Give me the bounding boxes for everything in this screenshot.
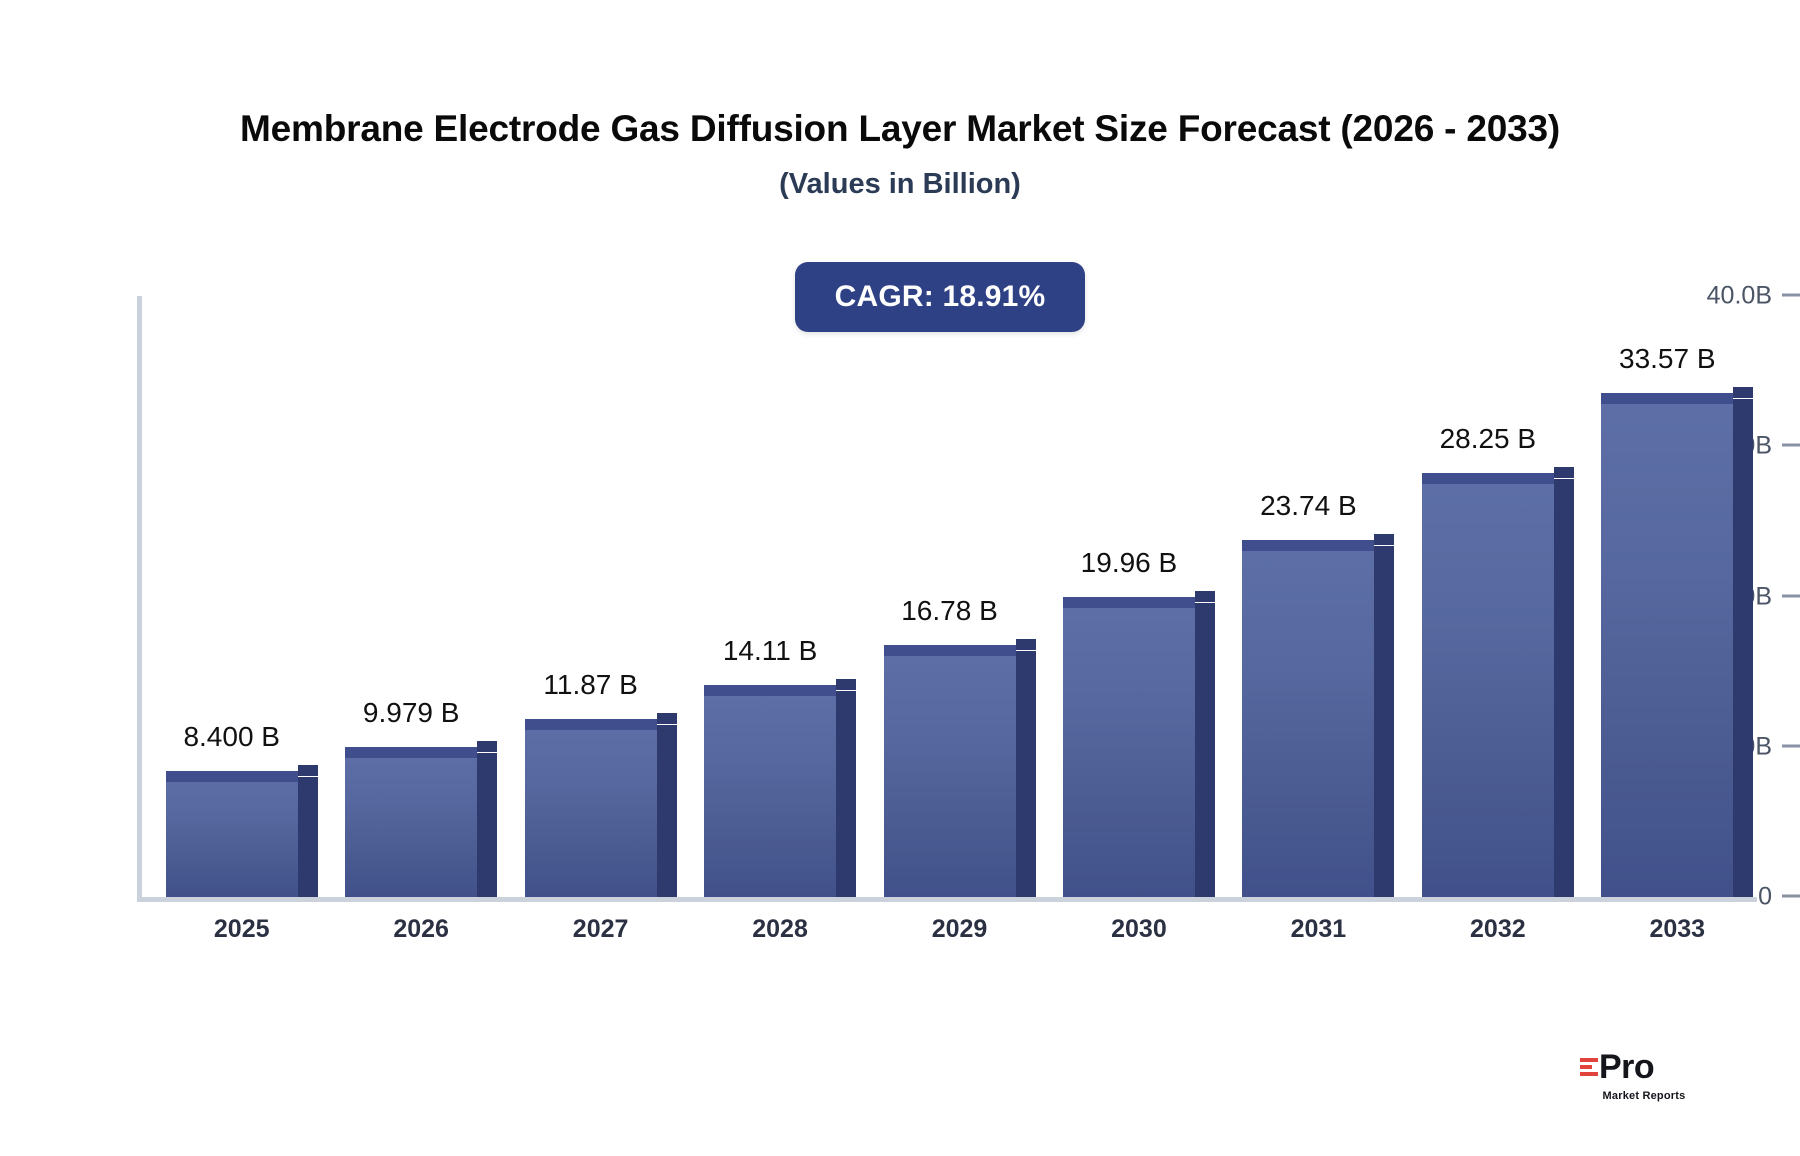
bar-top-cap: [1194, 591, 1215, 603]
bar-top-face: [1601, 392, 1734, 404]
x-axis-tick-label: 2031: [1290, 915, 1347, 943]
bar[interactable]: 33.57 B: [1601, 343, 1754, 897]
x-axis-tick-label: 2026: [393, 915, 449, 943]
bar-top-face: [165, 770, 298, 782]
bar-value-label: 14.11 B: [722, 635, 818, 666]
y-axis-line: [137, 296, 142, 902]
bar-top-face: [883, 644, 1016, 656]
bar-top-face: [524, 718, 657, 730]
bar-top-cap: [1015, 638, 1036, 650]
bar[interactable]: 14.11 B: [704, 635, 857, 897]
bar-top-face: [345, 747, 478, 759]
bar-front-face: [345, 747, 478, 897]
logo-subtext: Market Reports: [1602, 1090, 1686, 1102]
bar-value-label: 19.96 B: [1080, 547, 1178, 579]
bar-top-cap: [1374, 534, 1395, 546]
bar[interactable]: 11.87 B: [524, 669, 677, 897]
bar-value-label: 33.57 B: [1619, 342, 1716, 374]
bar-value-label: 11.87 B: [543, 668, 638, 700]
bar-side-face: [1553, 478, 1574, 897]
bar-value-label: 9.979 B: [362, 697, 460, 729]
logo-wordmark: Pro: [1599, 1048, 1655, 1086]
bar-front-face: [1062, 597, 1195, 897]
x-axis-tick-label: 2029: [931, 915, 988, 943]
bar-top-face: [1242, 540, 1375, 552]
bar[interactable]: 16.78 B: [883, 595, 1036, 897]
bar-value-label: 8.400 B: [183, 720, 280, 752]
logo-row: Pro: [1580, 1046, 1708, 1088]
bar-value-label: 23.74 B: [1260, 490, 1357, 522]
bar-front-face: [165, 770, 298, 897]
bar-top-face: [704, 685, 837, 696]
bar-front-face: [1421, 472, 1554, 897]
bar-front-face: [524, 718, 657, 897]
bar-side-face: [297, 776, 318, 897]
bar-front-face: [883, 644, 1016, 897]
bar-top-cap: [477, 741, 498, 753]
cagr-badge: CAGR: 18.91%: [795, 262, 1085, 332]
bar-top-face: [1421, 472, 1554, 484]
bars-mark-icon: [1580, 1058, 1598, 1076]
chart-subtitle: (Values in Billion): [779, 168, 1021, 200]
bar[interactable]: 19.96 B: [1062, 547, 1215, 897]
bar-top-face: [1062, 597, 1195, 609]
bar-top-cap: [1553, 466, 1574, 478]
x-axis-tick-label: 2028: [752, 915, 808, 943]
y-axis-tick-label: 0: [1665, 883, 1800, 912]
bar-side-face: [656, 724, 677, 897]
bar[interactable]: 9.979 B: [345, 697, 498, 897]
bar-side-face: [1194, 603, 1215, 897]
bar-side-face: [1733, 398, 1754, 897]
bar[interactable]: 23.74 B: [1242, 490, 1395, 897]
bar[interactable]: 8.400 B: [165, 721, 318, 897]
bar-top-cap: [656, 712, 677, 724]
bar-top-cap: [836, 679, 857, 690]
bar[interactable]: 28.25 B: [1421, 423, 1574, 897]
page-title: Membrane Electrode Gas Diffusion Layer M…: [240, 108, 1560, 149]
bar-front-face: [704, 685, 837, 897]
x-axis-tick-label: 2032: [1470, 915, 1526, 943]
bar-side-face: [836, 691, 857, 897]
bar-top-cap: [297, 764, 318, 776]
bar-series: 8.400 B 9.979 B 11.87 B 14.11 B 16.78 B 19.96…: [142, 0, 1757, 1156]
bar-top-cap: [1733, 386, 1754, 398]
bar-side-face: [1374, 546, 1395, 897]
bar-front-face: [1242, 540, 1375, 897]
x-axis-line: [137, 897, 1757, 902]
cagr-badge-label: CAGR: 18.91%: [834, 280, 1046, 313]
bar-side-face: [477, 753, 498, 897]
bar-value-label: 16.78 B: [901, 594, 998, 626]
bar-front-face: [1601, 392, 1734, 897]
x-axis-tick-label: 2033: [1649, 915, 1706, 943]
brand-logo: Pro Market Reports: [1580, 1046, 1708, 1108]
x-axis-tick-label: 2027: [572, 915, 629, 943]
y-axis-tick-label: 40.0B: [1665, 282, 1800, 311]
x-axis-tick-label: 2030: [1111, 915, 1167, 943]
bar-value-label: 28.25 B: [1439, 422, 1537, 454]
x-axis-tick-label: 2025: [213, 915, 270, 943]
bar-side-face: [1015, 650, 1036, 897]
